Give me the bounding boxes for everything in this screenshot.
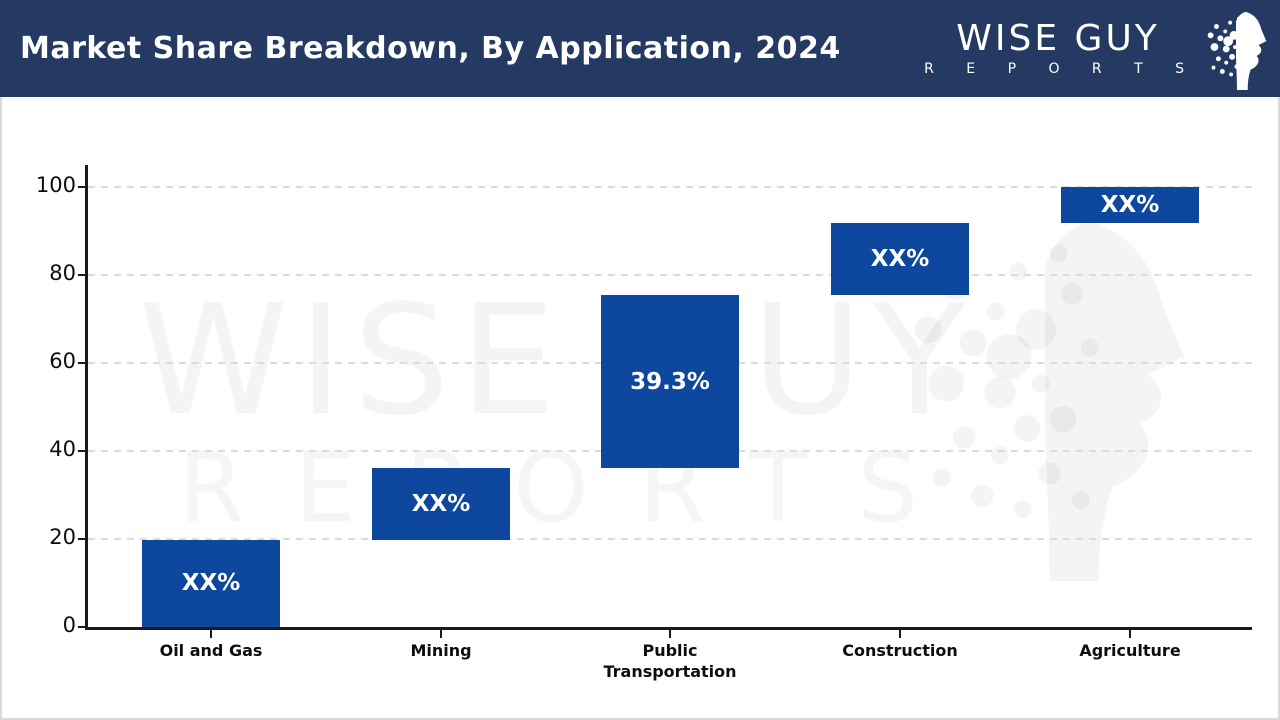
y-axis-tick: [78, 362, 87, 364]
y-axis-tick: [78, 450, 87, 452]
chart-bar-oil-and-gas: XX%: [142, 539, 280, 627]
logo-face-icon: [1207, 11, 1267, 90]
bar-value-label: 39.3%: [630, 368, 710, 395]
x-axis-category-label: Public Transportation: [603, 641, 737, 681]
x-axis-category-label: Agriculture: [1079, 641, 1181, 660]
x-axis-tick: [669, 629, 671, 638]
y-axis-tick-label: 0: [62, 613, 76, 637]
wiseguy-logo: WISE GUY R E P O R T S: [918, 0, 1268, 97]
x-axis-category-label: Construction: [842, 641, 958, 660]
x-axis-tick: [210, 629, 212, 638]
x-axis-tick: [440, 629, 442, 638]
logo-text: WISE GUY R E P O R T S: [918, 17, 1198, 77]
x-axis-category-label: Mining: [410, 641, 472, 660]
bar-value-label: XX%: [411, 491, 471, 518]
chart-bar-mining: XX%: [372, 468, 510, 540]
y-axis-tick: [78, 538, 87, 540]
x-axis-tick: [899, 629, 901, 638]
y-axis-tick-label: 100: [35, 173, 76, 197]
y-axis: [85, 165, 88, 629]
header-bar: Market Share Breakdown, By Application, …: [0, 0, 1280, 97]
y-axis-tick-label: 60: [49, 349, 76, 373]
gridline-y80: [88, 274, 1252, 276]
chart-bar-construction: XX%: [831, 223, 969, 296]
chart-bar-public-transportation: 39.3%: [601, 295, 739, 469]
y-axis-tick: [78, 186, 87, 188]
x-axis: [85, 627, 1252, 630]
bar-value-label: XX%: [181, 570, 241, 597]
y-axis-tick-label: 80: [49, 261, 76, 285]
logo-wiseguy-label: WISE GUY: [956, 17, 1160, 59]
y-axis-tick-label: 40: [49, 437, 76, 461]
y-axis-tick: [78, 274, 87, 276]
gridline-y100: [88, 186, 1252, 188]
logo-reports-label: R E P O R T S: [924, 60, 1198, 77]
x-axis-tick: [1129, 629, 1131, 638]
bar-value-label: XX%: [1100, 192, 1160, 219]
page-title: Market Share Breakdown, By Application, …: [20, 31, 841, 66]
y-axis-tick-label: 20: [49, 525, 76, 549]
x-axis-category-label: Oil and Gas: [159, 641, 263, 660]
gridline-y20: [88, 538, 1252, 540]
y-axis-tick: [78, 626, 87, 628]
bar-value-label: XX%: [870, 246, 930, 273]
chart-bar-agriculture: XX%: [1061, 187, 1199, 224]
